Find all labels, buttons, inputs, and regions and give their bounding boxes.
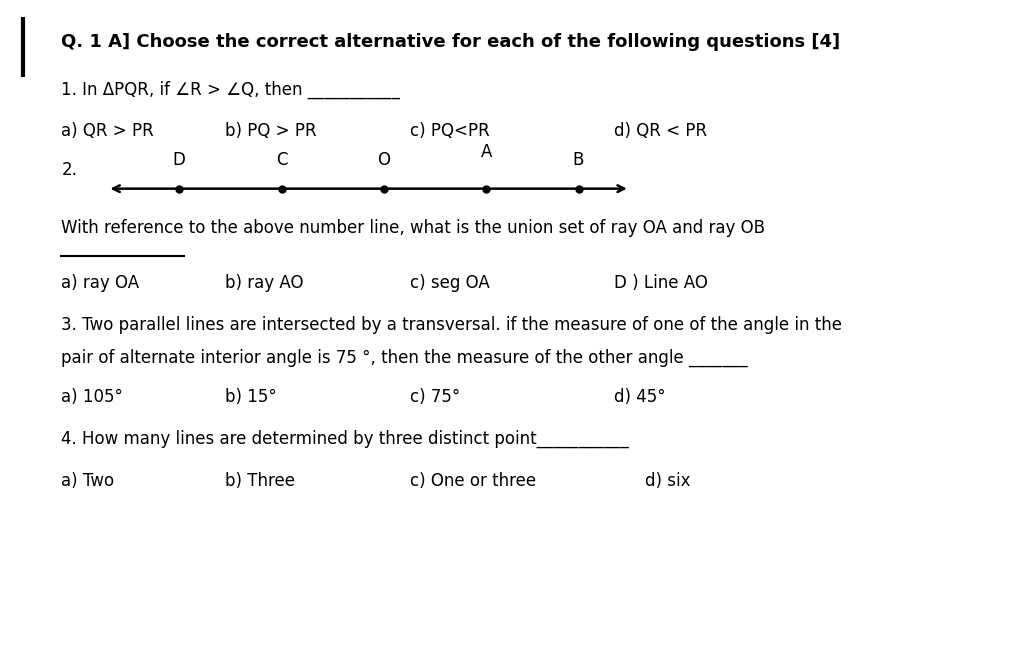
- Text: O: O: [378, 151, 390, 169]
- Text: Q. 1 A] Choose the correct alternative for each of the following questions [4]: Q. 1 A] Choose the correct alternative f…: [61, 33, 841, 52]
- Text: D ) Line AO: D ) Line AO: [614, 274, 709, 292]
- Text: a) 105°: a) 105°: [61, 388, 123, 406]
- Text: With reference to the above number line, what is the union set of ray OA and ray: With reference to the above number line,…: [61, 219, 766, 237]
- Text: b) 15°: b) 15°: [225, 388, 278, 406]
- Text: 3. Two parallel lines are intersected by a transversal. if the measure of one of: 3. Two parallel lines are intersected by…: [61, 316, 843, 334]
- Text: b) Three: b) Three: [225, 472, 295, 490]
- Text: b) ray AO: b) ray AO: [225, 274, 304, 292]
- Text: D: D: [173, 151, 185, 169]
- Text: 4. How many lines are determined by three distinct point___________: 4. How many lines are determined by thre…: [61, 429, 629, 448]
- Text: a) Two: a) Two: [61, 472, 115, 490]
- Text: a) QR > PR: a) QR > PR: [61, 122, 155, 140]
- Text: A: A: [480, 142, 493, 161]
- Text: d) 45°: d) 45°: [614, 388, 666, 406]
- Text: c) One or three: c) One or three: [410, 472, 536, 490]
- Text: d) six: d) six: [645, 472, 690, 490]
- Text: 2.: 2.: [61, 161, 78, 179]
- Text: 1. In ΔPQR, if ∠R > ∠Q, then ___________: 1. In ΔPQR, if ∠R > ∠Q, then ___________: [61, 80, 400, 98]
- Text: b) PQ > PR: b) PQ > PR: [225, 122, 316, 140]
- Text: c) 75°: c) 75°: [410, 388, 460, 406]
- Text: c) seg OA: c) seg OA: [410, 274, 489, 292]
- Text: d) QR < PR: d) QR < PR: [614, 122, 708, 140]
- Text: pair of alternate interior angle is 75 °, then the measure of the other angle __: pair of alternate interior angle is 75 °…: [61, 349, 749, 367]
- Text: a) ray OA: a) ray OA: [61, 274, 139, 292]
- Text: B: B: [572, 151, 585, 169]
- Text: C: C: [275, 151, 288, 169]
- Text: c) PQ<PR: c) PQ<PR: [410, 122, 489, 140]
